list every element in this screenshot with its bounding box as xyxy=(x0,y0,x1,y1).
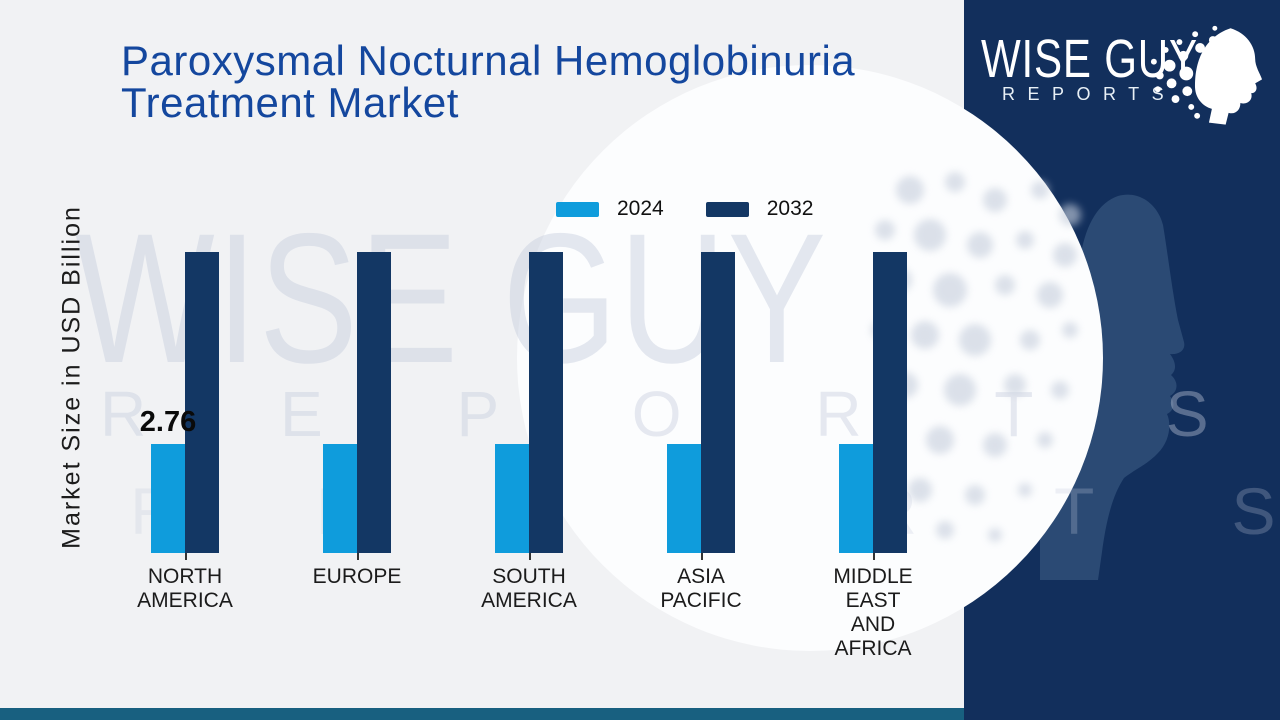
x-axis-label: SOUTH AMERICA xyxy=(481,565,577,612)
decor-head-circle xyxy=(517,65,1103,651)
x-axis-tick xyxy=(529,553,531,560)
x-axis-tick xyxy=(701,553,703,560)
bar-2024 xyxy=(839,444,873,553)
legend-item-2024: 2024 xyxy=(556,197,664,221)
watermark-reports-text: R E P O R T S xyxy=(100,378,1267,450)
legend-swatch-2024 xyxy=(556,201,599,217)
bar-2032 xyxy=(701,252,735,553)
bar-group-north-america: 2.76 xyxy=(99,0,271,560)
chart-title: Paroxysmal Nocturnal Hemoglobinuria Trea… xyxy=(121,37,856,126)
x-axis-label: EUROPE xyxy=(312,565,402,588)
legend-label-2024: 2024 xyxy=(617,197,664,220)
x-axis-tick xyxy=(873,553,875,560)
bar-group-europe xyxy=(271,0,443,560)
bar-group-middle-east-and-africa xyxy=(787,0,959,560)
bar-2032 xyxy=(185,252,219,553)
x-axis-label: MIDDLE EAST AND AFRICA xyxy=(833,565,913,660)
y-axis-label: Market Size in USD Billion xyxy=(57,205,86,549)
brand-logo: WISE GUY REPORTS xyxy=(964,0,1280,160)
footer-accent-bar xyxy=(0,708,964,720)
bar-value-label: 2.76 xyxy=(139,405,197,438)
watermark-dots-pattern xyxy=(871,172,1081,542)
bar-2024 xyxy=(495,444,529,553)
legend-item-2032: 2032 xyxy=(705,197,814,221)
x-axis-label: NORTH AMERICA xyxy=(137,565,233,612)
bar-2032 xyxy=(357,252,391,553)
bar-2024 xyxy=(151,444,185,553)
plot-area: 2.76 xyxy=(99,0,959,560)
x-axis-label: ASIA PACIFIC xyxy=(660,565,742,612)
x-axis-tick xyxy=(357,553,359,560)
legend: 2024 2032 xyxy=(556,197,813,221)
logo-face-icon xyxy=(1150,25,1263,125)
x-axis-labels: NORTH AMERICA EUROPE SOUTH AMERICA ASIA PACIFI… xyxy=(99,565,959,661)
x-axis-tick xyxy=(185,553,187,560)
bar-2032 xyxy=(529,252,563,553)
bar-2032 xyxy=(873,252,907,553)
bar-group-south-america xyxy=(443,0,615,560)
legend-swatch-2032 xyxy=(705,201,749,217)
logo-reports-text: REPORTS xyxy=(1002,84,1177,104)
bar-group-asia-pacific xyxy=(615,0,787,560)
legend-label-2032: 2032 xyxy=(766,197,814,220)
bar-2024 xyxy=(667,444,701,553)
bar-2024 xyxy=(323,444,357,553)
